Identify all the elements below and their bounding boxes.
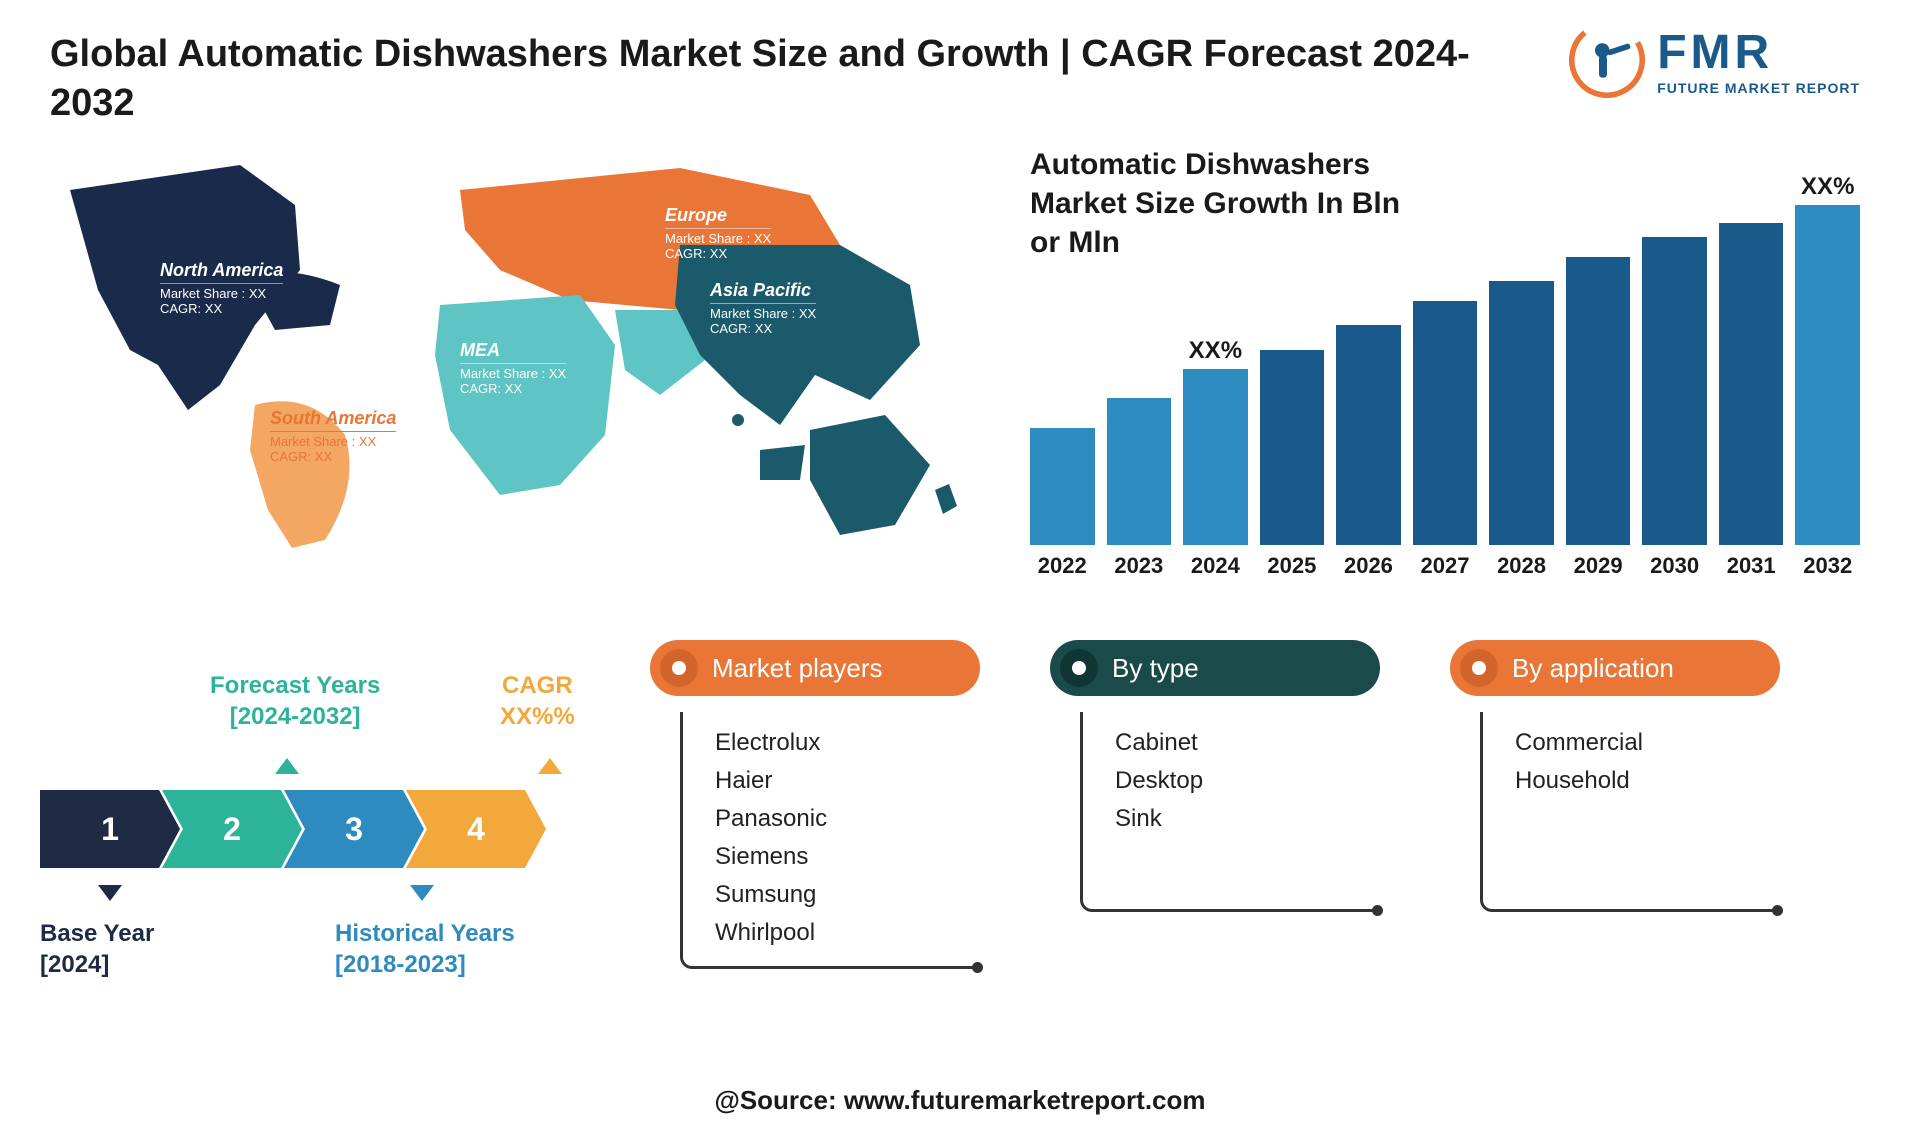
region-eu-cagr: CAGR: XX <box>665 246 727 261</box>
list-item: Cabinet <box>1101 724 1380 762</box>
region-na-name: North America <box>160 260 283 281</box>
chart-bar <box>1719 223 1784 545</box>
region-mea-share: Market Share : XX <box>460 366 566 381</box>
list-item-label: Sink <box>1115 805 1162 833</box>
chart-bar <box>1642 237 1707 545</box>
chart-bar <box>1183 369 1248 545</box>
region-eu-name: Europe <box>665 205 771 226</box>
world-map: North America Market Share : XXCAGR: XX … <box>40 150 960 550</box>
bar-item: 2028 <box>1489 281 1554 545</box>
bar-item: 2024XX% <box>1183 369 1248 545</box>
list-item-label: Siemens <box>715 843 808 871</box>
panel-by-application: By application Commercial Household <box>1450 640 1780 912</box>
tl-forecast-range: [2024-2032] <box>230 703 361 730</box>
bar-annotation: XX% <box>1801 173 1854 201</box>
bar-year-label: 2026 <box>1344 553 1393 579</box>
list-item: Sink <box>1101 800 1380 838</box>
bar-year-label: 2027 <box>1421 553 1470 579</box>
region-sa-cagr: CAGR: XX <box>270 449 332 464</box>
region-na-share: Market Share : XX <box>160 286 266 301</box>
chart-bar <box>1489 281 1554 545</box>
bar-item: 2031 <box>1719 223 1784 545</box>
list-item-label: Electrolux <box>715 729 820 757</box>
chart-bar <box>1566 257 1631 545</box>
region-na-cagr: CAGR: XX <box>160 301 222 316</box>
chart-bar <box>1107 398 1172 545</box>
tl-hist-range: [2018-2023] <box>335 951 466 978</box>
bar-year-label: 2022 <box>1038 553 1087 579</box>
bar-item: 2026 <box>1336 325 1401 545</box>
bar-year-label: 2030 <box>1650 553 1699 579</box>
bar-item: 2032XX% <box>1795 205 1860 545</box>
timeline: Forecast Years [2024-2032] CAGR XX%% 123… <box>40 650 600 990</box>
panel-by-type: By type Cabinet Desktop Sink <box>1050 640 1380 912</box>
panel-type-title: By type <box>1112 653 1199 684</box>
list-item: Sumsung <box>701 876 980 914</box>
timeline-chevron: 4 <box>406 790 546 868</box>
tl-forecast-title: Forecast Years <box>210 672 380 699</box>
list-item-label: Commercial <box>1515 729 1643 757</box>
panel-app-title: By application <box>1512 653 1674 684</box>
list-item-label: Household <box>1515 767 1630 795</box>
timeline-chevron: 3 <box>284 790 424 868</box>
tl-cagr-title: CAGR <box>502 672 573 699</box>
logo-sub-text: FUTURE MARKET REPORT <box>1657 80 1860 96</box>
bar-annotation: XX% <box>1189 337 1242 365</box>
bar-year-label: 2032 <box>1803 553 1852 579</box>
bar-year-label: 2031 <box>1727 553 1776 579</box>
tl-hist-title: Historical Years <box>335 920 515 947</box>
list-item-label: Cabinet <box>1115 729 1198 757</box>
list-item: Haier <box>701 762 980 800</box>
chart-bar <box>1413 301 1478 545</box>
bar-item: 2023 <box>1107 398 1172 545</box>
bar-year-label: 2025 <box>1267 553 1316 579</box>
list-item-label: Panasonic <box>715 805 827 833</box>
list-item: Electrolux <box>701 724 980 762</box>
chart-bar <box>1336 325 1401 545</box>
bar-item: 2030 <box>1642 237 1707 545</box>
list-item-label: Desktop <box>1115 767 1203 795</box>
tl-cagr-value: XX%% <box>500 703 575 730</box>
region-sa-name: South America <box>270 408 396 429</box>
timeline-chevron: 2 <box>162 790 302 868</box>
bar-year-label: 2029 <box>1574 553 1623 579</box>
bar-item: 2022 <box>1030 428 1095 545</box>
panel-players-title: Market players <box>712 653 883 684</box>
list-item-label: Whirlpool <box>715 919 815 947</box>
tl-base-range: [2024] <box>40 951 109 978</box>
list-item: Commercial <box>1501 724 1780 762</box>
region-mea-cagr: CAGR: XX <box>460 381 522 396</box>
fmr-logo: FMR FUTURE MARKET REPORT <box>1567 20 1860 100</box>
growth-chart: Automatic Dishwashers Market Size Growth… <box>1030 145 1860 585</box>
list-item: Desktop <box>1101 762 1380 800</box>
tl-base-title: Base Year <box>40 920 154 947</box>
bar-year-label: 2023 <box>1114 553 1163 579</box>
list-item: Siemens <box>701 838 980 876</box>
timeline-chevron: 1 <box>40 790 180 868</box>
region-ap-share: Market Share : XX <box>710 306 816 321</box>
region-eu-share: Market Share : XX <box>665 231 771 246</box>
list-item: Household <box>1501 762 1780 800</box>
bar-item: 2029 <box>1566 257 1631 545</box>
list-item: Whirlpool <box>701 914 980 952</box>
region-ap-cagr: CAGR: XX <box>710 321 772 336</box>
chart-bar <box>1795 205 1860 545</box>
region-ap-name: Asia Pacific <box>710 280 816 301</box>
logo-main-text: FMR <box>1657 25 1860 80</box>
region-sa-share: Market Share : XX <box>270 434 376 449</box>
source-attribution: @Source: www.futuremarketreport.com <box>714 1085 1205 1116</box>
bar-item: 2027 <box>1413 301 1478 545</box>
bar-item: 2025 <box>1260 350 1325 545</box>
bar-year-label: 2024 <box>1191 553 1240 579</box>
chart-bar <box>1260 350 1325 545</box>
panel-market-players: Market players Electrolux Haier Panasonic S… <box>650 640 980 969</box>
list-item-label: Haier <box>715 767 772 795</box>
list-item-label: Sumsung <box>715 881 816 909</box>
page-title: Global Automatic Dishwashers Market Size… <box>50 30 1500 129</box>
bar-year-label: 2028 <box>1497 553 1546 579</box>
list-item: Panasonic <box>701 800 980 838</box>
chart-bar <box>1030 428 1095 545</box>
fmr-logo-icon <box>1567 20 1647 100</box>
region-mea-name: MEA <box>460 340 566 361</box>
